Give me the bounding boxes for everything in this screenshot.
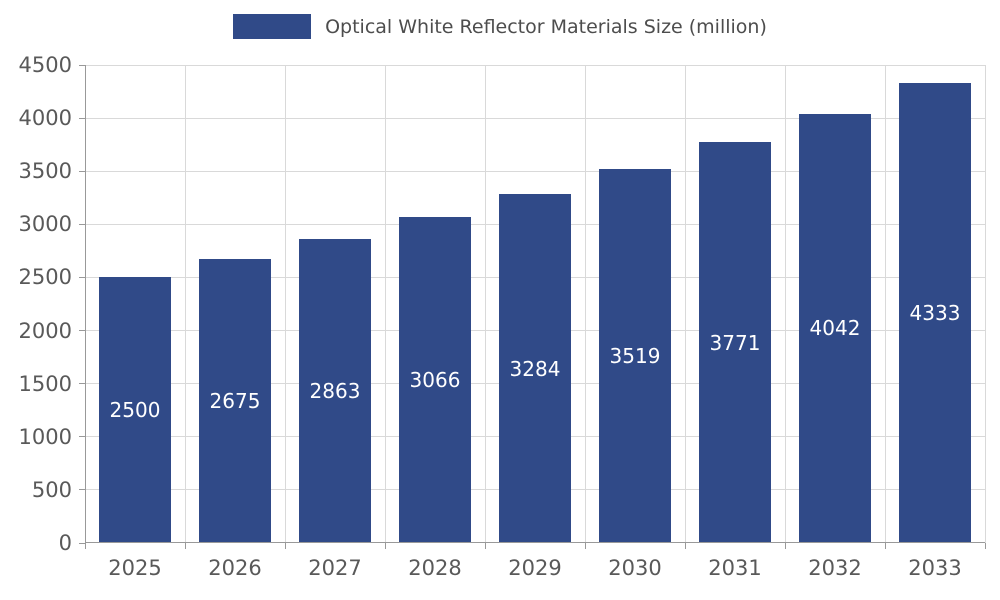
x-tick-mark [284, 543, 286, 549]
gridline-vertical [284, 65, 286, 543]
y-tick-mark [79, 436, 85, 438]
bar: 2675 [199, 258, 271, 543]
x-tick-label: 2025 [108, 556, 162, 580]
gridline-horizontal [85, 170, 985, 172]
bar-value-label: 2500 [109, 398, 161, 423]
y-axis-line [85, 65, 86, 543]
x-tick-mark [684, 543, 686, 549]
y-tick-label: 2000 [18, 318, 72, 343]
x-tick-label: 2032 [808, 556, 862, 580]
bar: 2500 [99, 277, 171, 543]
bar: 3519 [599, 169, 671, 543]
legend-label: Optical White Reflector Materials Size (… [325, 15, 767, 38]
y-tick-label: 3000 [18, 212, 72, 237]
y-tick-label: 3500 [18, 159, 72, 184]
y-tick-mark [79, 117, 85, 119]
x-tick-label: 2026 [208, 556, 262, 580]
bar: 4042 [799, 113, 871, 543]
x-tick-label: 2031 [708, 556, 762, 580]
gridline-vertical [584, 65, 586, 543]
bar: 3771 [699, 142, 771, 543]
x-tick-mark [184, 543, 186, 549]
legend[interactable]: Optical White Reflector Materials Size (… [0, 14, 1000, 39]
bar: 4333 [899, 82, 971, 543]
y-tick-mark [79, 276, 85, 278]
bar-value-label: 3284 [509, 356, 561, 381]
x-tick-label: 2029 [508, 556, 562, 580]
x-tick-mark [484, 543, 486, 549]
y-tick-mark [79, 223, 85, 225]
gridline-vertical [684, 65, 686, 543]
bar: 2863 [299, 238, 371, 543]
x-tick-label: 2027 [308, 556, 362, 580]
x-tick-mark [884, 543, 886, 549]
bar-value-label: 4333 [909, 300, 961, 325]
plot-area: 2500 2675 2863 3066 3284 3519 3771 4042 4333 [85, 64, 986, 543]
gridline-horizontal [85, 117, 985, 119]
bar-value-label: 4042 [809, 316, 861, 341]
gridline-vertical [384, 65, 386, 543]
bar-value-label: 2675 [209, 388, 261, 413]
y-tick-label: 4000 [18, 106, 72, 131]
x-axis: 2025 2026 2027 2028 2029 2030 2031 2032 2033 [84, 543, 986, 588]
y-tick-label: 2500 [18, 265, 72, 290]
y-tick-mark [79, 542, 85, 544]
bar-value-label: 3519 [609, 344, 661, 369]
x-axis-line [85, 542, 985, 543]
gridline-vertical [784, 65, 786, 543]
bar: 3284 [499, 194, 571, 543]
bar: 3066 [399, 217, 471, 543]
y-tick-label: 500 [31, 477, 72, 502]
y-tick-label: 0 [58, 531, 72, 555]
legend-swatch[interactable] [233, 14, 312, 39]
gridline-horizontal [85, 64, 985, 66]
bar-value-label: 2863 [309, 378, 361, 403]
bar-value-label: 3771 [709, 330, 761, 355]
gridline-vertical [484, 65, 486, 543]
y-tick-mark [79, 170, 85, 172]
x-tick-mark [584, 543, 586, 549]
y-tick-mark [79, 383, 85, 385]
gridline-vertical [884, 65, 886, 543]
x-tick-mark [84, 543, 86, 549]
x-tick-mark [984, 543, 986, 549]
y-tick-label: 1500 [18, 371, 72, 396]
y-tick-mark [79, 330, 85, 332]
y-tick-label: 4500 [18, 53, 72, 77]
y-tick-label: 1000 [18, 424, 72, 449]
y-tick-mark [79, 489, 85, 491]
y-tick-mark [79, 64, 85, 66]
x-tick-mark [784, 543, 786, 549]
x-tick-label: 2030 [608, 556, 662, 580]
bar-value-label: 3066 [409, 368, 461, 393]
gridline-vertical [184, 65, 186, 543]
gridline-vertical [984, 65, 986, 543]
x-tick-label: 2033 [908, 556, 962, 580]
x-tick-label: 2028 [408, 556, 462, 580]
x-tick-mark [384, 543, 386, 549]
y-axis: 0 500 1000 1500 2000 2500 3000 3500 4000 4500 [0, 53, 85, 555]
